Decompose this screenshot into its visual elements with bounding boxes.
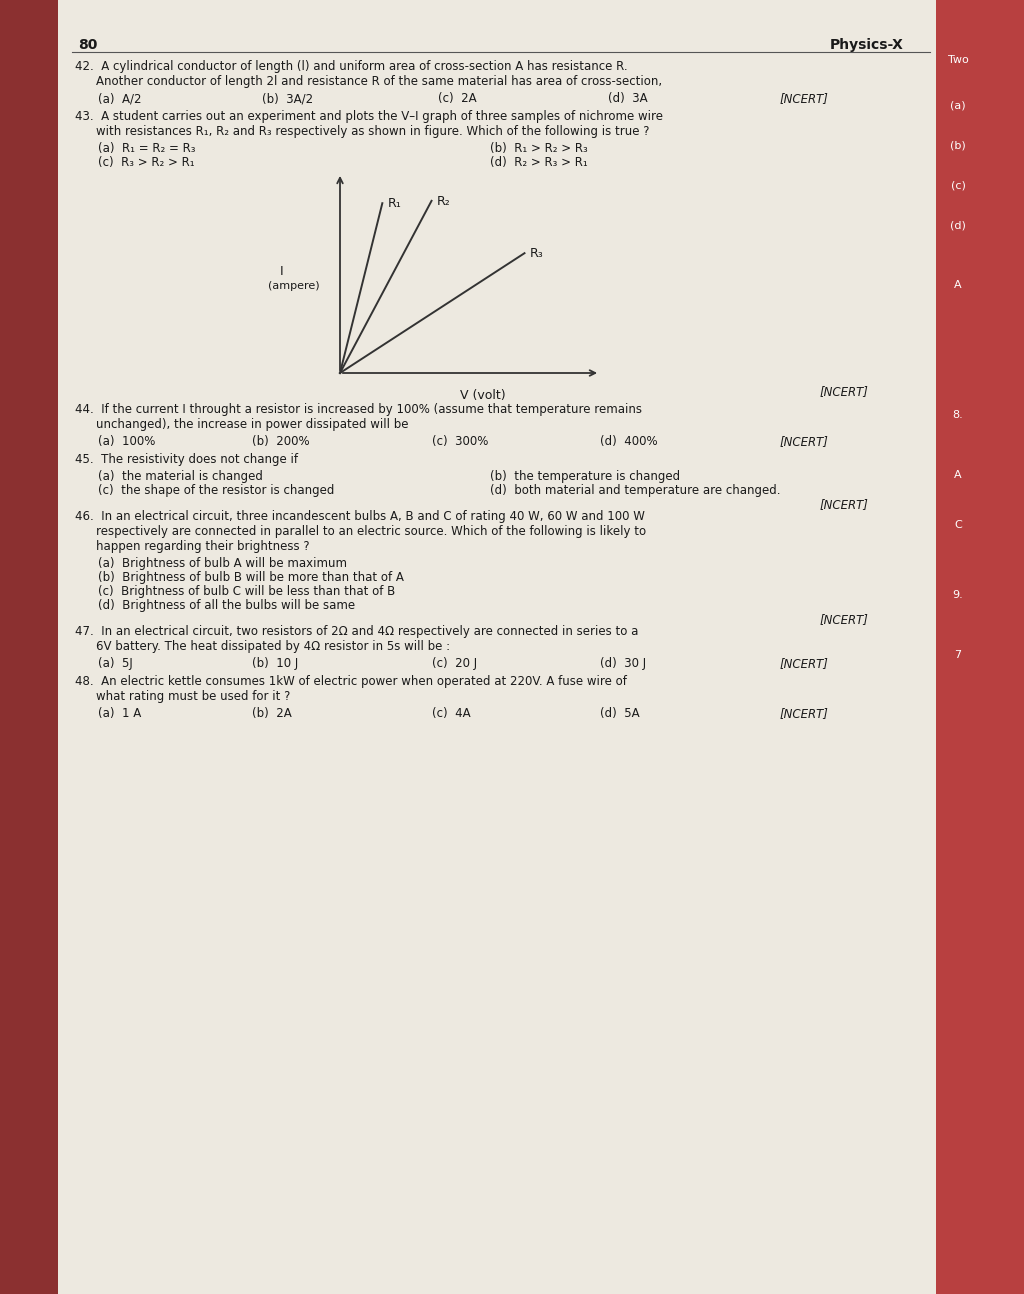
Text: R₃: R₃: [529, 247, 544, 260]
Text: 9.: 9.: [952, 590, 964, 600]
Text: (a)  the material is changed: (a) the material is changed: [98, 470, 263, 483]
Text: (c)  4A: (c) 4A: [432, 707, 471, 719]
Text: [NCERT]: [NCERT]: [780, 435, 828, 448]
Text: Another conductor of length 2l and resistance R of the same material has area of: Another conductor of length 2l and resis…: [96, 75, 663, 88]
Text: (c)  R₃ > R₂ > R₁: (c) R₃ > R₂ > R₁: [98, 157, 195, 170]
Bar: [58, 0, 936, 1294]
Text: (b)  2A: (b) 2A: [252, 707, 292, 719]
Text: [NCERT]: [NCERT]: [820, 613, 869, 626]
Text: (b)  R₁ > R₂ > R₃: (b) R₁ > R₂ > R₃: [490, 142, 588, 155]
Text: happen regarding their brightness ?: happen regarding their brightness ?: [96, 540, 309, 553]
Text: (b)  200%: (b) 200%: [252, 435, 309, 448]
Text: 6V battery. The heat dissipated by 4Ω resistor in 5s will be :: 6V battery. The heat dissipated by 4Ω re…: [96, 641, 451, 653]
Text: I: I: [280, 265, 284, 278]
Text: 48.  An electric kettle consumes 1kW of electric power when operated at 220V. A : 48. An electric kettle consumes 1kW of e…: [75, 675, 627, 688]
Text: (a)  R₁ = R₂ = R₃: (a) R₁ = R₂ = R₃: [98, 142, 196, 155]
Text: 80: 80: [78, 38, 97, 52]
Text: (d)  400%: (d) 400%: [600, 435, 657, 448]
Text: (a)  Brightness of bulb A will be maximum: (a) Brightness of bulb A will be maximum: [98, 556, 347, 569]
Text: 8.: 8.: [952, 410, 964, 421]
Text: [NCERT]: [NCERT]: [780, 707, 828, 719]
Text: 7: 7: [954, 650, 962, 660]
Text: (d): (d): [950, 220, 966, 230]
Text: (ampere): (ampere): [268, 281, 319, 291]
Text: (d)  5A: (d) 5A: [600, 707, 640, 719]
Text: (a): (a): [950, 100, 966, 110]
Text: Two: Two: [947, 56, 969, 65]
Text: (d)  both material and temperature are changed.: (d) both material and temperature are ch…: [490, 484, 780, 497]
Text: (d)  R₂ > R₃ > R₁: (d) R₂ > R₃ > R₁: [490, 157, 588, 170]
Text: (b)  10 J: (b) 10 J: [252, 657, 298, 670]
Text: respectively are connected in parallel to an electric source. Which of the follo: respectively are connected in parallel t…: [96, 525, 646, 538]
Text: (a)  100%: (a) 100%: [98, 435, 156, 448]
Text: (b)  3A/2: (b) 3A/2: [262, 92, 313, 105]
Text: (c)  the shape of the resistor is changed: (c) the shape of the resistor is changed: [98, 484, 335, 497]
Text: (c)  Brightness of bulb C will be less than that of B: (c) Brightness of bulb C will be less th…: [98, 585, 395, 598]
Text: (b)  the temperature is changed: (b) the temperature is changed: [490, 470, 680, 483]
Text: (a)  1 A: (a) 1 A: [98, 707, 141, 719]
Text: 47.  In an electrical circuit, two resistors of 2Ω and 4Ω respectively are conne: 47. In an electrical circuit, two resist…: [75, 625, 638, 638]
Text: 45.  The resistivity does not change if: 45. The resistivity does not change if: [75, 453, 298, 466]
Text: C: C: [954, 520, 962, 531]
Text: unchanged), the increase in power dissipated will be: unchanged), the increase in power dissip…: [96, 418, 409, 431]
Text: [NCERT]: [NCERT]: [820, 386, 869, 399]
Text: [NCERT]: [NCERT]: [820, 498, 869, 511]
Text: (c)  20 J: (c) 20 J: [432, 657, 477, 670]
Text: R₂: R₂: [436, 195, 451, 208]
Text: (b)  Brightness of bulb B will be more than that of A: (b) Brightness of bulb B will be more th…: [98, 571, 403, 584]
Text: A: A: [954, 470, 962, 480]
Text: R₁: R₁: [387, 197, 401, 210]
Text: 46.  In an electrical circuit, three incandescent bulbs A, B and C of rating 40 : 46. In an electrical circuit, three inca…: [75, 510, 645, 523]
Bar: [0, 0, 58, 1294]
Text: 44.  If the current I throught a resistor is increased by 100% (assume that temp: 44. If the current I throught a resistor…: [75, 402, 642, 415]
Text: (d)  Brightness of all the bulbs will be same: (d) Brightness of all the bulbs will be …: [98, 599, 355, 612]
Text: what rating must be used for it ?: what rating must be used for it ?: [96, 690, 291, 703]
Text: 42.  A cylindrical conductor of length (l) and uniform area of cross-section A h: 42. A cylindrical conductor of length (l…: [75, 60, 628, 72]
Text: (d)  3A: (d) 3A: [608, 92, 647, 105]
Text: (b): (b): [950, 140, 966, 150]
Bar: [936, 0, 1024, 1294]
Text: V (volt): V (volt): [460, 389, 506, 402]
Text: (c)  2A: (c) 2A: [438, 92, 476, 105]
Text: Physics-X: Physics-X: [830, 38, 904, 52]
Text: with resistances R₁, R₂ and R₃ respectively as shown in figure. Which of the fol: with resistances R₁, R₂ and R₃ respectiv…: [96, 126, 649, 138]
Text: (a)  A/2: (a) A/2: [98, 92, 141, 105]
Text: [NCERT]: [NCERT]: [780, 657, 828, 670]
Text: 43.  A student carries out an experiment and plots the V–I graph of three sample: 43. A student carries out an experiment …: [75, 110, 663, 123]
Text: (d)  30 J: (d) 30 J: [600, 657, 646, 670]
Text: (c): (c): [950, 180, 966, 190]
Text: A: A: [954, 280, 962, 290]
Text: [NCERT]: [NCERT]: [780, 92, 828, 105]
Text: (a)  5J: (a) 5J: [98, 657, 133, 670]
Text: (c)  300%: (c) 300%: [432, 435, 488, 448]
